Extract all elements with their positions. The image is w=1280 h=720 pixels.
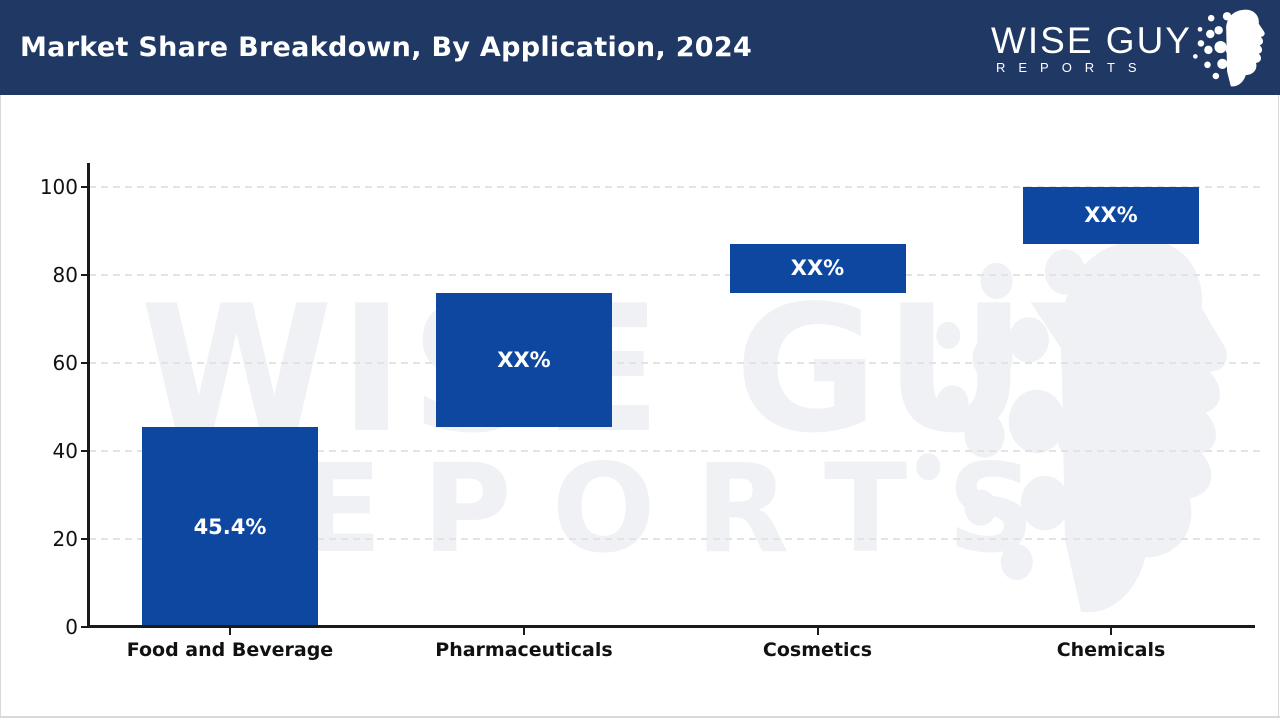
x-tick-cosmetics bbox=[816, 627, 819, 635]
y-tick-label-100: 100 bbox=[39, 175, 78, 199]
logo-subtext: REPORTS bbox=[995, 59, 1150, 75]
y-tick-label-60: 60 bbox=[52, 351, 78, 375]
image-left-border bbox=[0, 95, 1, 717]
category-label-chemicals: Chemicals bbox=[1056, 639, 1166, 661]
logo-head-dots-icon bbox=[1193, 9, 1265, 87]
y-tick-20 bbox=[81, 538, 89, 540]
category-label-pharmaceuticals: Pharmaceuticals bbox=[435, 639, 613, 661]
bar-value-label-chemicals: XX% bbox=[1084, 203, 1138, 228]
bar-pharmaceuticals: XX% bbox=[436, 293, 612, 428]
y-tick-40 bbox=[81, 450, 89, 452]
bar-value-label-pharmaceuticals: XX% bbox=[497, 348, 551, 373]
y-tick-label-0: 0 bbox=[65, 615, 78, 639]
gridline-40 bbox=[89, 450, 1264, 452]
bar-cosmetics: XX% bbox=[729, 243, 906, 294]
x-tick-pharmaceuticals bbox=[523, 627, 525, 635]
gridline-60 bbox=[89, 362, 1264, 364]
gridline-100 bbox=[89, 186, 1264, 188]
wise-guy-reports-logo: WISE GUY REPORTS bbox=[991, 2, 1270, 94]
y-tick-100 bbox=[81, 186, 89, 188]
y-axis bbox=[87, 163, 90, 628]
bar-food-and-beverage: 45.4% bbox=[142, 427, 318, 627]
y-tick-0 bbox=[81, 626, 89, 628]
header-banner: Market Share Breakdown, By Application, … bbox=[0, 0, 1280, 95]
gridline-80 bbox=[89, 274, 1264, 276]
category-label-cosmetics: Cosmetics bbox=[762, 639, 873, 661]
y-tick-label-80: 80 bbox=[52, 263, 78, 287]
logo-wordmark: WISE GUY bbox=[990, 20, 1192, 62]
bar-value-label-food-and-beverage: 45.4% bbox=[193, 515, 267, 540]
bar-chemicals: XX% bbox=[1023, 187, 1199, 244]
y-tick-60 bbox=[81, 362, 89, 364]
logo-text: WISE GUY REPORTS bbox=[990, 20, 1192, 75]
bar-value-label-cosmetics: XX% bbox=[790, 256, 845, 281]
y-tick-label-20: 20 bbox=[52, 527, 78, 551]
y-tick-label-40: 40 bbox=[52, 439, 78, 463]
x-tick-food-and-beverage bbox=[229, 627, 231, 635]
y-tick-80 bbox=[81, 274, 89, 276]
gridline-20 bbox=[89, 538, 1264, 540]
watermark-head-dots-icon bbox=[916, 239, 1227, 613]
x-axis bbox=[87, 625, 1255, 628]
category-label-food-and-beverage: Food and Beverage bbox=[126, 639, 334, 661]
x-tick-chemicals bbox=[1110, 627, 1112, 635]
page-title: Market Share Breakdown, By Application, … bbox=[20, 32, 753, 63]
image-bottom-border bbox=[0, 716, 1280, 718]
image-right-border bbox=[1278, 95, 1279, 717]
